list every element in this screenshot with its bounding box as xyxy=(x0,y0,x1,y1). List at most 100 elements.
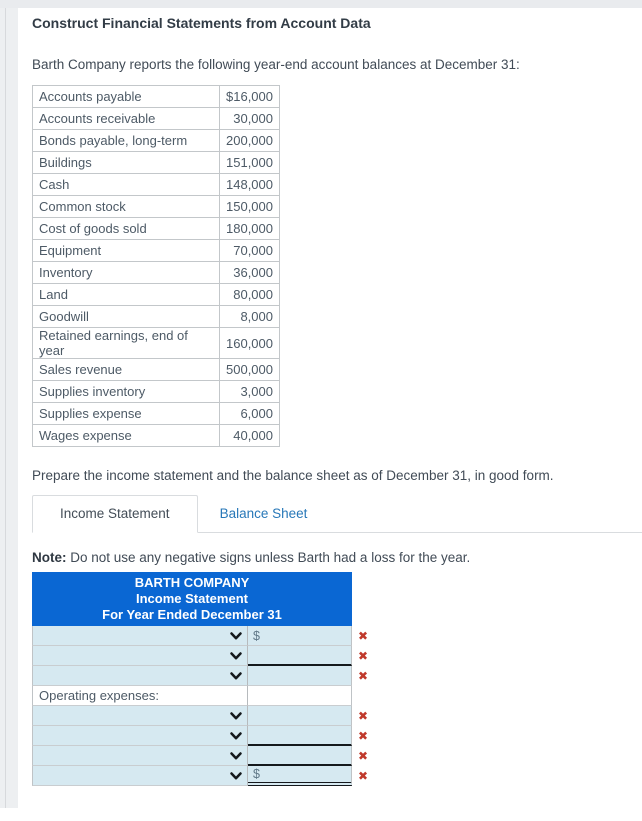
income-statement-form: BARTH COMPANY Income Statement For Year … xyxy=(32,572,642,786)
account-balances-table: Accounts payable $16,000 Accounts receiv… xyxy=(32,85,280,447)
operating-expenses-label: Operating expenses: xyxy=(32,686,248,706)
table-row: Goodwill 8,000 xyxy=(32,305,280,328)
account-value: $16,000 xyxy=(219,85,280,108)
amount-cell: $ xyxy=(248,766,352,786)
account-label: Wages expense xyxy=(32,424,220,447)
table-row: Supplies inventory 3,000 xyxy=(32,380,280,403)
account-label: Common stock xyxy=(32,195,220,218)
table-row: Sales revenue 500,000 xyxy=(32,358,280,381)
amount-input[interactable] xyxy=(261,627,351,644)
account-label: Cost of goods sold xyxy=(32,217,220,240)
page-title: Construct Financial Statements from Acco… xyxy=(32,15,371,31)
amount-input[interactable] xyxy=(253,647,351,663)
account-value: 200,000 xyxy=(219,129,280,152)
amount-cell-empty xyxy=(248,686,352,706)
table-row: Inventory 36,000 xyxy=(32,261,280,284)
account-value: 70,000 xyxy=(219,239,280,262)
amount-input[interactable] xyxy=(253,747,351,763)
instruction-text: Prepare the income statement and the bal… xyxy=(32,468,554,483)
account-value: 8,000 xyxy=(219,305,280,328)
incorrect-x-icon: ✖ xyxy=(358,749,369,763)
table-row: Cash 148,000 xyxy=(32,173,280,196)
table-row: Accounts payable $16,000 xyxy=(32,85,280,108)
account-label: Cash xyxy=(32,173,220,196)
table-row: Retained earnings, end of year 160,000 xyxy=(32,327,280,359)
table-row: Supplies expense 6,000 xyxy=(32,402,280,425)
statement-row: ✖ xyxy=(32,646,642,666)
account-title-select[interactable] xyxy=(32,626,248,646)
account-label: Land xyxy=(32,283,220,306)
chevron-down-icon xyxy=(230,651,242,659)
amount-cell xyxy=(248,746,352,766)
statement-row: $ ✖ xyxy=(32,766,642,786)
dollar-prefix: $ xyxy=(253,767,260,781)
account-value: 3,000 xyxy=(219,380,280,403)
account-value: 150,000 xyxy=(219,195,280,218)
incorrect-x-icon: ✖ xyxy=(358,629,369,643)
account-label: Inventory xyxy=(32,261,220,284)
page-left-gutter xyxy=(0,8,18,808)
account-label: Supplies inventory xyxy=(32,380,220,403)
statement-row-operating-expenses: Operating expenses: xyxy=(32,686,642,706)
amount-input[interactable] xyxy=(261,766,351,782)
exercise-card: Construct Financial Statements from Acco… xyxy=(18,8,642,821)
chevron-down-icon xyxy=(230,631,242,639)
note-label: Note: xyxy=(32,550,67,565)
statement-row: ✖ xyxy=(32,666,642,686)
account-value: 6,000 xyxy=(219,402,280,425)
table-row: Bonds payable, long-term 200,000 xyxy=(32,129,280,152)
table-row: Equipment 70,000 xyxy=(32,239,280,262)
amount-input[interactable] xyxy=(253,707,351,724)
amount-cell: $ xyxy=(248,626,352,646)
account-label: Equipment xyxy=(32,239,220,262)
account-value: 36,000 xyxy=(219,261,280,284)
account-label: Retained earnings, end of year xyxy=(32,327,220,359)
incorrect-x-icon: ✖ xyxy=(358,729,369,743)
statement-title: Income Statement xyxy=(136,591,248,606)
account-label: Goodwill xyxy=(32,305,220,328)
account-title-select[interactable] xyxy=(32,666,248,686)
account-value: 500,000 xyxy=(219,358,280,381)
amount-cell xyxy=(248,646,352,666)
statement-row: ✖ xyxy=(32,726,642,746)
account-title-select[interactable] xyxy=(32,706,248,726)
account-title-select[interactable] xyxy=(32,726,248,746)
note-text: Note: Do not use any negative signs unle… xyxy=(32,550,471,565)
incorrect-x-icon: ✖ xyxy=(358,709,369,723)
table-row: Cost of goods sold 180,000 xyxy=(32,217,280,240)
chevron-down-icon xyxy=(230,771,242,779)
account-label: Buildings xyxy=(32,151,220,174)
amount-cell xyxy=(248,726,352,746)
incorrect-x-icon: ✖ xyxy=(358,649,369,663)
account-label: Sales revenue xyxy=(32,358,220,381)
account-value: 40,000 xyxy=(219,424,280,447)
amount-input[interactable] xyxy=(253,667,351,684)
chevron-down-icon xyxy=(230,731,242,739)
account-label: Accounts payable xyxy=(32,85,220,108)
account-title-select[interactable] xyxy=(32,766,248,786)
account-value: 30,000 xyxy=(219,107,280,130)
table-row: Buildings 151,000 xyxy=(32,151,280,174)
amount-input[interactable] xyxy=(253,727,351,743)
statement-row: ✖ xyxy=(32,746,642,766)
statement-period: For Year Ended December 31 xyxy=(102,607,282,622)
account-label: Bonds payable, long-term xyxy=(32,129,220,152)
account-value: 80,000 xyxy=(219,283,280,306)
account-title-select[interactable] xyxy=(32,646,248,666)
statement-header: BARTH COMPANY Income Statement For Year … xyxy=(32,572,352,626)
statement-row: $ ✖ xyxy=(32,626,642,646)
account-title-select[interactable] xyxy=(32,746,248,766)
incorrect-x-icon: ✖ xyxy=(358,669,369,683)
table-row: Wages expense 40,000 xyxy=(32,424,280,447)
table-row: Land 80,000 xyxy=(32,283,280,306)
tab-income-statement[interactable]: Income Statement xyxy=(32,495,198,533)
chevron-down-icon xyxy=(230,671,242,679)
account-value: 160,000 xyxy=(219,327,280,359)
account-value: 148,000 xyxy=(219,173,280,196)
account-label: Supplies expense xyxy=(32,402,220,425)
table-row: Common stock 150,000 xyxy=(32,195,280,218)
statement-company-name: BARTH COMPANY xyxy=(134,575,250,590)
account-label: Accounts receivable xyxy=(32,107,220,130)
tab-balance-sheet[interactable]: Balance Sheet xyxy=(219,506,308,521)
intro-text: Barth Company reports the following year… xyxy=(32,57,520,72)
